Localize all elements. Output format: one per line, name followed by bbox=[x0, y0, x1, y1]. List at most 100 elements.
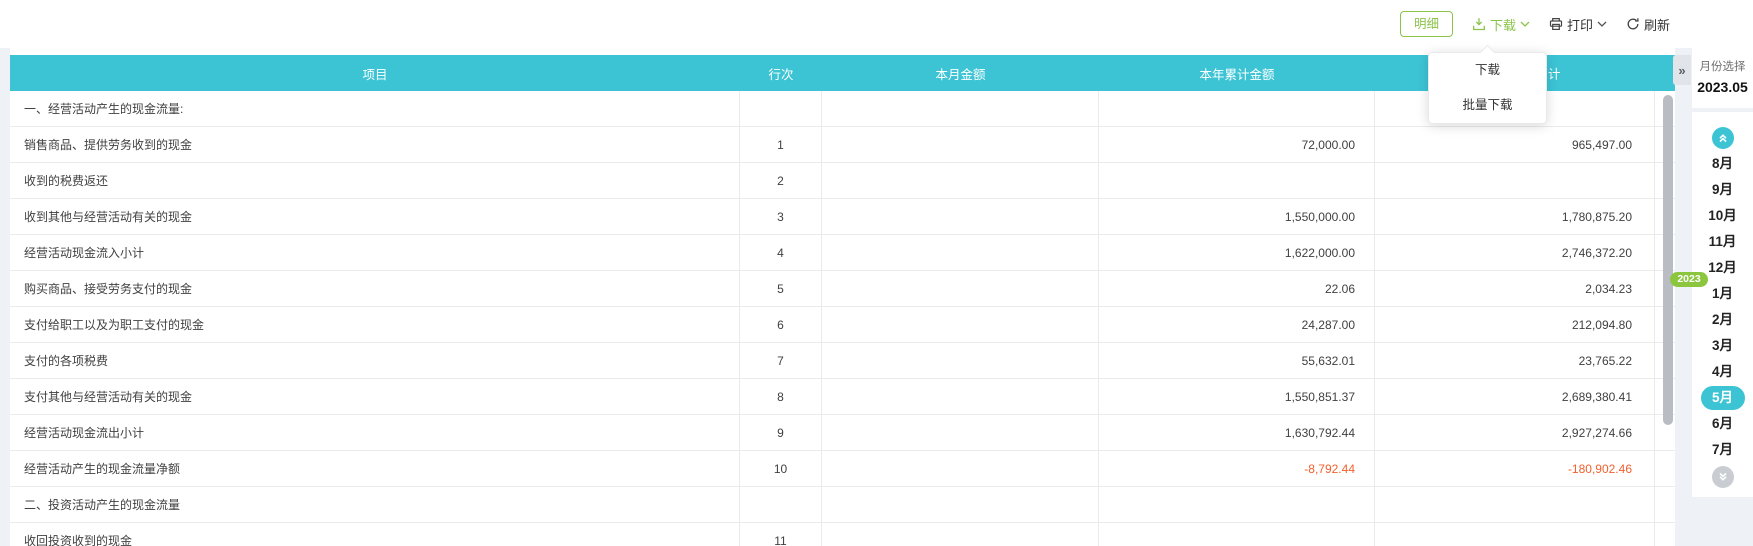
cell-month-amount bbox=[822, 523, 1099, 546]
cell-prev-amount: 2,034.23 bbox=[1375, 271, 1655, 306]
double-chevron-down-icon bbox=[1718, 472, 1727, 481]
cell-prev-amount: 23,765.22 bbox=[1375, 343, 1655, 378]
month-item[interactable]: 6月 bbox=[1711, 416, 1733, 431]
cell-filler bbox=[1655, 523, 1675, 546]
table-row: 收到其他与经营活动有关的现金 3 1,550,000.00 1,780,875.… bbox=[10, 199, 1675, 235]
column-header-ytd-amount: 本年累计金额 bbox=[1199, 67, 1275, 82]
toolbar-button-group: 明细 下载 打印 bbox=[1399, 0, 1670, 48]
month-item[interactable]: 12月 bbox=[1708, 260, 1737, 275]
detail-button[interactable]: 明细 bbox=[1399, 10, 1453, 38]
month-selector-header: 月份选择 2023.05 bbox=[1692, 48, 1753, 108]
refresh-icon bbox=[1626, 17, 1640, 31]
table-row: 收到的税费返还 2 bbox=[10, 163, 1675, 199]
cell-line-number: 9 bbox=[740, 415, 822, 450]
month-item[interactable]: 2月 bbox=[1711, 312, 1733, 327]
cell-ytd-amount bbox=[1099, 487, 1375, 522]
cell-item-name: 销售商品、提供劳务收到的现金 bbox=[10, 127, 740, 162]
download-icon bbox=[1472, 17, 1486, 31]
table-row: 二、投资活动产生的现金流量 bbox=[10, 487, 1675, 523]
cell-ytd-amount bbox=[1099, 91, 1375, 126]
cell-line-number bbox=[740, 91, 822, 126]
month-item[interactable]: 3月 bbox=[1711, 338, 1733, 353]
cell-item-name: 一、经营活动产生的现金流量: bbox=[10, 91, 740, 126]
table-row: 支付的各项税费 7 55,632.01 23,765.22 bbox=[10, 343, 1675, 379]
cell-line-number: 3 bbox=[740, 199, 822, 234]
month-item[interactable]: 11月 bbox=[1708, 234, 1737, 249]
cell-prev-amount bbox=[1375, 91, 1655, 126]
menu-item-batch-download[interactable]: 批量下载 bbox=[1462, 98, 1513, 112]
cell-prev-amount: 965,497.00 bbox=[1375, 127, 1655, 162]
menu-item-download[interactable]: 下载 bbox=[1474, 63, 1500, 77]
month-list-panel: 8月 9月 10月 11月 12月 1月 2月 3月 4月 5月 6月 7月 bbox=[1692, 112, 1753, 497]
cell-ytd-amount bbox=[1099, 523, 1375, 546]
cell-ytd-amount: 24,287.00 bbox=[1099, 307, 1375, 342]
table-row: 销售商品、提供劳务收到的现金 1 72,000.00 965,497.00 bbox=[10, 127, 1675, 163]
table-row: 购买商品、接受劳务支付的现金 5 22.06 2,034.23 bbox=[10, 271, 1675, 307]
cell-month-amount bbox=[822, 91, 1099, 126]
cell-month-amount bbox=[822, 271, 1099, 306]
cell-month-amount bbox=[822, 343, 1099, 378]
cell-month-amount bbox=[822, 451, 1099, 486]
cell-item-name: 支付的各项税费 bbox=[10, 343, 740, 378]
cell-prev-amount: 2,746,372.20 bbox=[1375, 235, 1655, 270]
cash-flow-table-card: 项目 行次 本月金额 本年累计金额 计 一、经营活动产生的现金流量: 销售商品、… bbox=[10, 48, 1675, 546]
cell-filler bbox=[1655, 451, 1675, 486]
cell-line-number: 5 bbox=[740, 271, 822, 306]
download-dropdown-menu: 下载 批量下载 bbox=[1428, 44, 1547, 124]
month-item[interactable]: 9月 bbox=[1711, 182, 1733, 197]
table-row: 支付给职工以及为职工支付的现金 6 24,287.00 212,094.80 bbox=[10, 307, 1675, 343]
cell-ytd-amount: 1,550,851.37 bbox=[1099, 379, 1375, 414]
cell-line-number bbox=[740, 487, 822, 522]
cell-prev-amount bbox=[1375, 487, 1655, 522]
table-header-row: 项目 行次 本月金额 本年累计金额 计 bbox=[10, 55, 1675, 91]
cell-line-number: 6 bbox=[740, 307, 822, 342]
cell-item-name: 收到的税费返还 bbox=[10, 163, 740, 198]
month-item[interactable]: 7月 bbox=[1711, 442, 1733, 457]
cell-month-amount bbox=[822, 127, 1099, 162]
cell-prev-amount bbox=[1375, 523, 1655, 546]
cell-ytd-amount bbox=[1099, 163, 1375, 198]
cell-item-name: 经营活动现金流出小计 bbox=[10, 415, 740, 450]
cell-ytd-amount: 55,632.01 bbox=[1099, 343, 1375, 378]
cell-ytd-amount: 72,000.00 bbox=[1099, 127, 1375, 162]
cell-ytd-amount: 1,630,792.44 bbox=[1099, 415, 1375, 450]
cell-line-number: 10 bbox=[740, 451, 822, 486]
cell-prev-amount: 212,094.80 bbox=[1375, 307, 1655, 342]
vertical-scrollbar[interactable] bbox=[1663, 95, 1673, 425]
cell-filler bbox=[1655, 487, 1675, 522]
chevron-down-icon bbox=[1520, 21, 1530, 27]
month-item-selected[interactable]: 5月 bbox=[1700, 386, 1745, 410]
month-item[interactable]: 8月 bbox=[1711, 156, 1733, 171]
column-header-item: 项目 bbox=[362, 67, 388, 82]
month-item[interactable]: 4月 bbox=[1711, 364, 1733, 379]
cell-prev-amount: 2,689,380.41 bbox=[1375, 379, 1655, 414]
sidebar-collapse-tab[interactable]: » bbox=[1673, 55, 1691, 85]
selected-period: 2023.05 bbox=[1697, 79, 1748, 95]
scroll-months-up-button[interactable] bbox=[1711, 127, 1734, 149]
refresh-button[interactable]: 刷新 bbox=[1626, 15, 1670, 34]
cell-item-name: 支付其他与经营活动有关的现金 bbox=[10, 379, 740, 414]
cell-line-number: 11 bbox=[740, 523, 822, 546]
cell-month-amount bbox=[822, 163, 1099, 198]
table-row: 经营活动现金流入小计 4 1,622,000.00 2,746,372.20 bbox=[10, 235, 1675, 271]
month-list: 8月 9月 10月 11月 12月 1月 2月 3月 4月 5月 6月 7月 bbox=[1692, 151, 1753, 463]
cell-prev-amount: 1,780,875.20 bbox=[1375, 199, 1655, 234]
double-chevron-right-icon: » bbox=[1678, 62, 1686, 78]
month-selector-title: 月份选择 bbox=[1699, 61, 1746, 73]
refresh-label: 刷新 bbox=[1643, 17, 1670, 33]
month-item[interactable]: 1月 bbox=[1711, 286, 1733, 301]
year-badge: 2023 bbox=[1670, 272, 1708, 287]
scroll-months-down-button[interactable] bbox=[1711, 466, 1734, 488]
double-chevron-up-icon bbox=[1718, 134, 1727, 143]
column-header-month-amount: 本月金额 bbox=[935, 67, 986, 82]
download-button[interactable]: 下载 bbox=[1472, 15, 1530, 34]
table-row: 经营活动现金流出小计 9 1,630,792.44 2,927,274.66 bbox=[10, 415, 1675, 451]
table-row: 一、经营活动产生的现金流量: bbox=[10, 91, 1675, 127]
print-button[interactable]: 打印 bbox=[1549, 15, 1607, 34]
cell-item-name: 收到其他与经营活动有关的现金 bbox=[10, 199, 740, 234]
print-label: 打印 bbox=[1566, 17, 1593, 33]
cell-prev-amount bbox=[1375, 163, 1655, 198]
cell-line-number: 8 bbox=[740, 379, 822, 414]
month-item[interactable]: 10月 bbox=[1708, 208, 1737, 223]
cell-prev-amount: -180,902.46 bbox=[1375, 451, 1655, 486]
